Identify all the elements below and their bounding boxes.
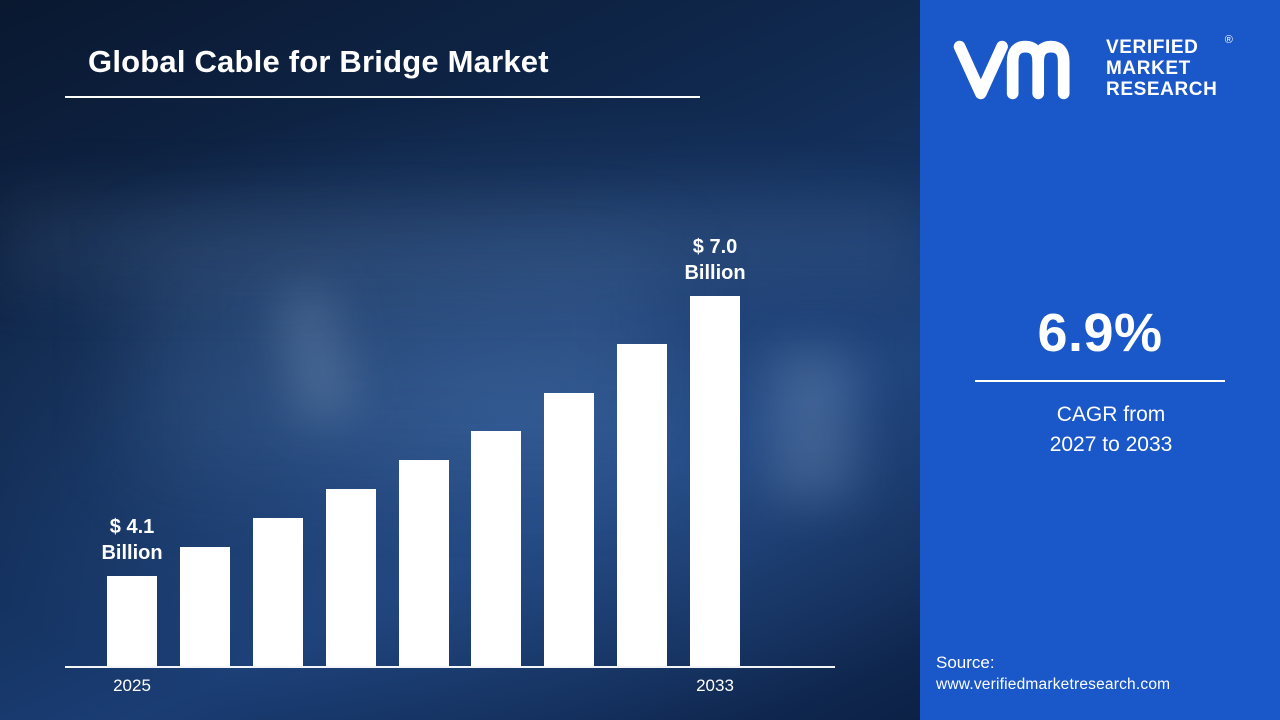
cagr-caption-line: 2027 to 2033 <box>1049 433 1173 457</box>
x-axis-tick-label <box>326 676 376 696</box>
x-axis-tick-label <box>471 676 521 696</box>
cagr-stat: 6.9% CAGR from 2027 to 2033 <box>920 302 1280 461</box>
x-axis-labels: 2025 2033 <box>65 676 835 696</box>
bar-chart: $ 4.1 Billion $ 7.0 Billion 2025 2033 <box>65 218 835 696</box>
cagr-caption: CAGR from 2027 to 2033 <box>920 400 1280 461</box>
bar-item <box>398 460 449 666</box>
bar <box>471 431 522 666</box>
bar-item <box>252 518 303 666</box>
bar <box>107 576 157 666</box>
bar-item <box>325 489 376 666</box>
brand-name-line: MARKET <box>1106 57 1191 79</box>
bar-value-label: $ 7.0 Billion <box>684 236 746 284</box>
stat-panel: VERIFIED MARKET RESEARCH ® 6.9% CAGR fro… <box>920 0 1280 720</box>
title-underline <box>65 96 700 98</box>
bar-item <box>617 344 668 666</box>
bar-item: $ 7.0 Billion <box>684 234 746 666</box>
bar <box>544 393 595 666</box>
bar-value-label: $ 4.1 Billion <box>101 516 163 564</box>
brand-name-line: VERIFIED <box>1106 37 1199 58</box>
bar-item <box>544 393 595 666</box>
brand-name-line: RESEARCH <box>1106 78 1218 100</box>
source-label: Source: <box>936 653 995 672</box>
bar <box>617 344 668 666</box>
stat-underline <box>975 380 1225 382</box>
x-axis-line <box>65 666 835 668</box>
bar <box>179 547 230 666</box>
page-title: Global Cable for Bridge Market <box>88 44 549 79</box>
cagr-value: 6.9% <box>1037 303 1163 363</box>
bar <box>398 460 449 666</box>
x-axis-tick-label: 2025 <box>113 676 151 695</box>
bar <box>690 296 740 666</box>
registered-trademark-icon: ® <box>1224 34 1234 46</box>
bar <box>325 489 376 666</box>
brand-logo: VERIFIED MARKET RESEARCH ® <box>948 34 1233 104</box>
title-block: Global Cable for Bridge Market <box>65 44 700 98</box>
bar-item <box>179 547 230 666</box>
bar-item: $ 4.1 Billion <box>101 514 163 666</box>
source-block: Source: www.verifiedmarketresearch.com <box>936 653 1170 694</box>
x-axis-tick-label <box>544 676 594 696</box>
bar <box>252 518 303 666</box>
x-axis-tick-label <box>180 676 230 696</box>
vmr-monogram-icon <box>948 36 1088 104</box>
x-axis-tick-label: 2033 <box>696 676 734 695</box>
x-axis-tick-label <box>617 676 667 696</box>
cagr-caption-line: CAGR from <box>1056 403 1166 426</box>
bars-container: $ 4.1 Billion $ 7.0 Billion <box>65 218 835 666</box>
brand-name: VERIFIED MARKET RESEARCH ® <box>1106 34 1233 101</box>
source-url[interactable]: www.verifiedmarketresearch.com <box>936 676 1171 693</box>
x-axis-tick-label <box>399 676 449 696</box>
chart-panel: Global Cable for Bridge Market $ 4.1 Bill… <box>0 0 920 720</box>
x-axis-tick-label <box>253 676 303 696</box>
bar-item <box>471 431 522 666</box>
